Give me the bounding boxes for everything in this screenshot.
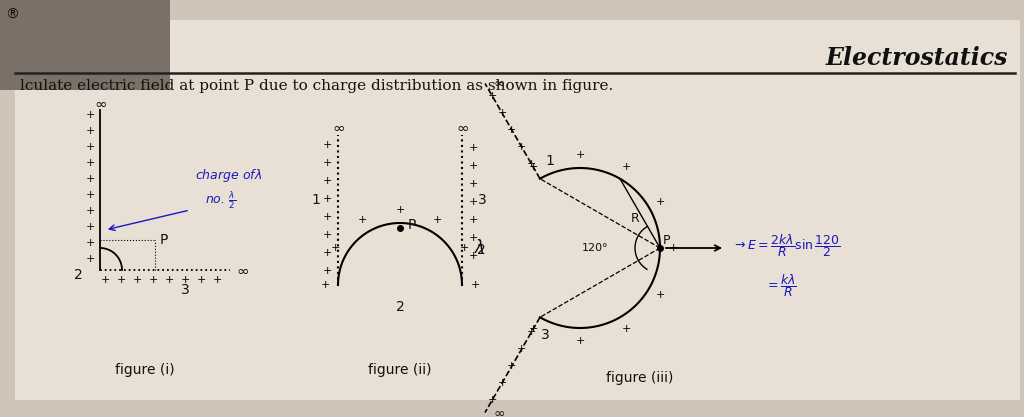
Text: +: + [470,280,479,290]
Text: +: + [85,206,94,216]
Text: P: P [160,233,168,247]
Text: +: + [197,275,206,285]
Text: +: + [655,196,666,206]
Text: +: + [85,174,94,184]
Text: +: + [528,163,539,173]
Text: +: + [323,266,332,276]
Text: +: + [321,280,330,290]
Text: +: + [323,248,332,258]
Text: $\infty$: $\infty$ [93,95,106,111]
Text: $\infty$: $\infty$ [237,262,250,277]
Text: 120°: 120° [582,243,608,253]
Text: charge of$\lambda$: charge of$\lambda$ [195,166,262,183]
Text: +: + [180,275,189,285]
Text: +: + [468,179,477,189]
Text: figure (i): figure (i) [115,363,175,377]
Text: +: + [85,110,94,120]
Text: +: + [323,212,332,222]
Text: +: + [85,126,94,136]
Text: +: + [527,159,537,169]
Text: +: + [323,176,332,186]
Text: $\rightarrow E = \dfrac{2k\lambda}{R}\sin\dfrac{120}{2}$: $\rightarrow E = \dfrac{2k\lambda}{R}\si… [732,233,841,259]
Text: P: P [408,218,417,232]
Text: +: + [528,324,539,334]
Text: +: + [323,194,332,204]
Text: +: + [517,344,526,354]
Text: +: + [468,215,477,225]
Text: +: + [468,197,477,207]
Text: +: + [85,222,94,232]
Text: +: + [575,150,585,160]
Text: 1: 1 [546,154,554,168]
Text: +: + [468,143,477,153]
Text: +: + [395,205,404,215]
Text: +: + [498,378,507,388]
Text: +: + [323,230,332,240]
Text: +: + [575,336,585,346]
Text: +: + [164,275,174,285]
Text: $= \dfrac{k\lambda}{R}$: $= \dfrac{k\lambda}{R}$ [765,273,797,299]
Text: +: + [85,158,94,168]
Text: +: + [357,215,368,225]
Text: +: + [669,243,678,253]
Text: +: + [212,275,221,285]
Text: 2: 2 [74,268,82,282]
Text: +: + [100,275,110,285]
Text: lculate electric field at point P due to charge distribution as shown in figure.: lculate electric field at point P due to… [20,79,613,93]
Text: P: P [663,234,671,246]
Text: +: + [655,289,666,299]
Text: 3: 3 [477,193,486,207]
Text: +: + [622,324,631,334]
Text: +: + [507,361,517,371]
Text: +: + [323,140,332,150]
Text: +: + [433,215,442,225]
Text: 3: 3 [541,328,549,342]
Text: no. $\frac{\lambda}{2}$: no. $\frac{\lambda}{2}$ [205,189,237,211]
Text: +: + [468,161,477,171]
Text: 2: 2 [477,243,486,257]
Text: 2: 2 [395,300,404,314]
Text: figure (iii): figure (iii) [606,371,674,385]
Text: +: + [85,190,94,200]
Text: +: + [622,163,631,173]
Text: 3: 3 [180,283,189,297]
Text: 1: 1 [311,193,321,207]
Text: $\infty$: $\infty$ [332,120,344,135]
Text: +: + [323,158,332,168]
Text: +: + [468,233,477,243]
Text: +: + [460,243,470,253]
Text: +: + [85,142,94,152]
Text: +: + [507,125,517,135]
Text: $\infty$: $\infty$ [493,76,505,90]
Text: +: + [85,254,94,264]
Text: R: R [631,211,639,224]
Text: +: + [148,275,158,285]
Text: +: + [498,108,507,118]
Text: +: + [487,91,497,101]
Text: +: + [132,275,141,285]
Text: +: + [487,395,497,405]
Text: $\infty$: $\infty$ [493,406,505,417]
Text: ®: ® [5,8,18,22]
Text: +: + [331,243,340,253]
Text: figure (ii): figure (ii) [369,363,432,377]
Text: +: + [85,238,94,248]
Text: +: + [527,327,537,337]
Text: +: + [517,142,526,152]
Text: $\infty$: $\infty$ [456,120,469,135]
Text: $\lambda$: $\lambda$ [474,239,485,257]
Text: Electrostatics: Electrostatics [825,46,1008,70]
Text: +: + [117,275,126,285]
Text: +: + [468,251,477,261]
Polygon shape [0,0,170,90]
